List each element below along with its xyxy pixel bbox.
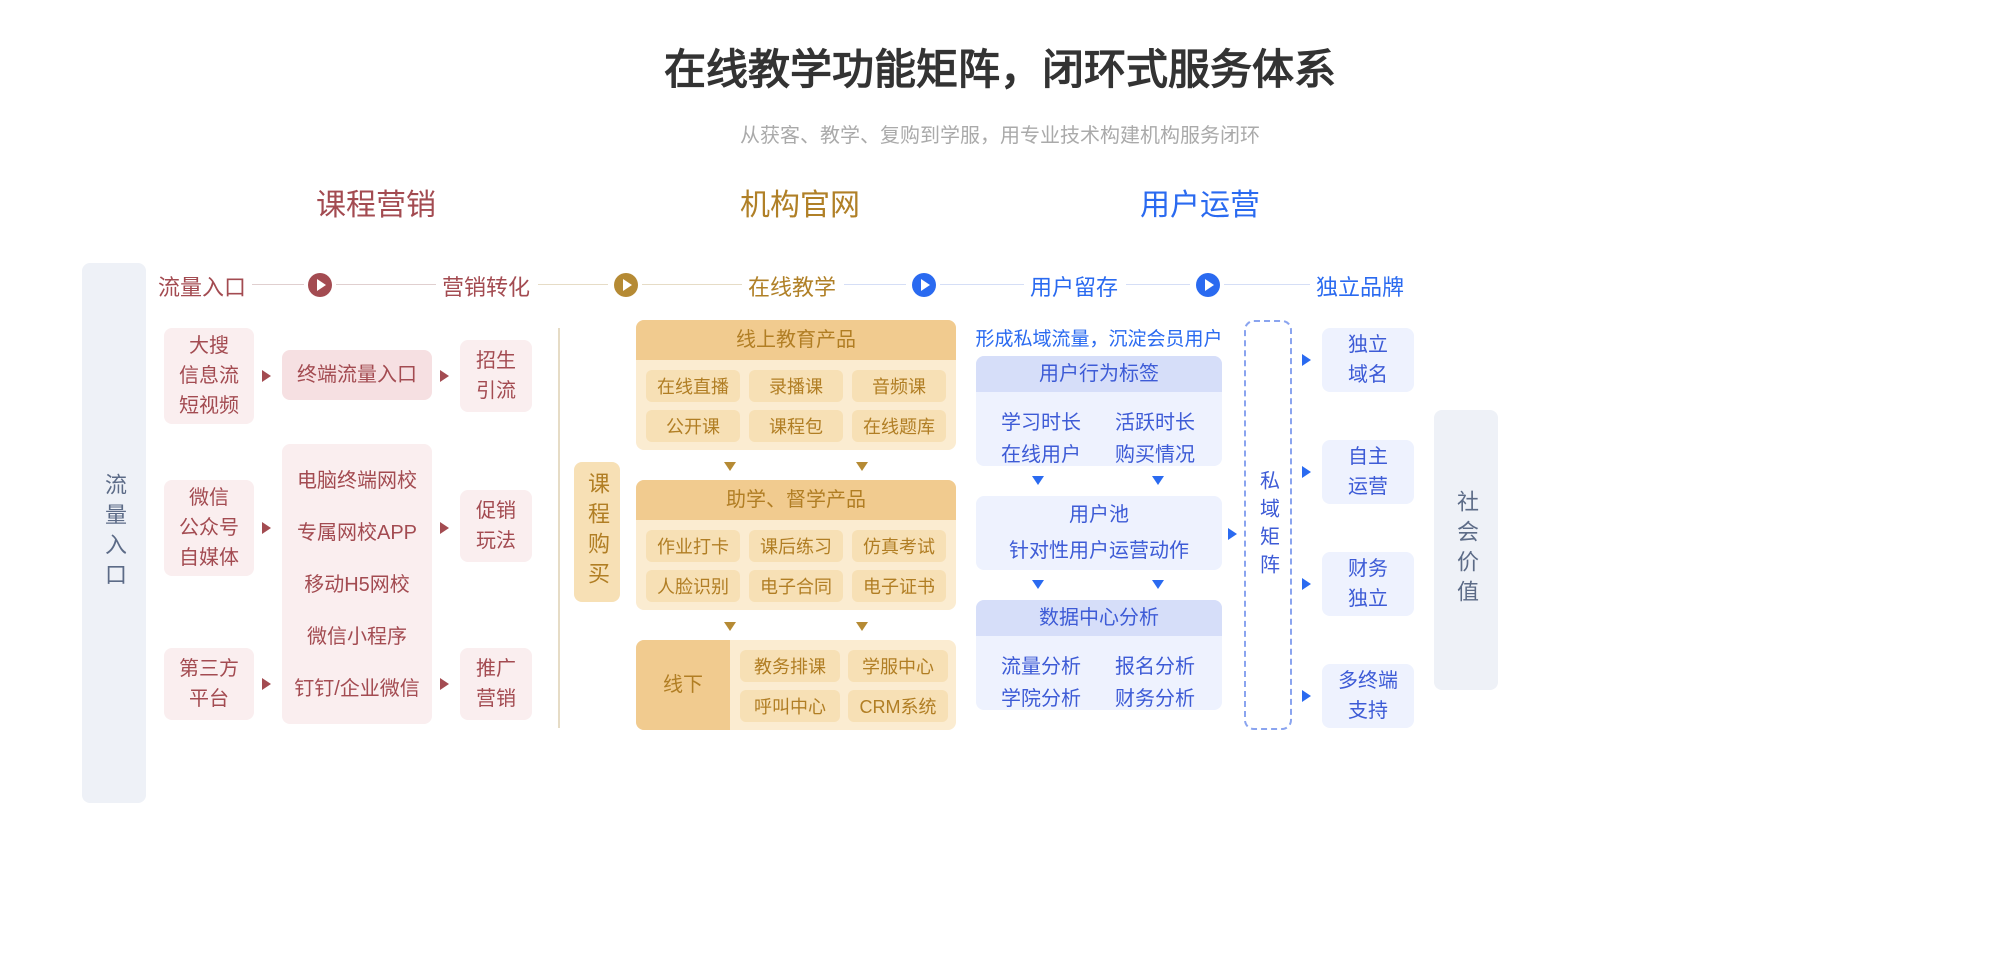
chev-2b <box>440 522 449 534</box>
play-icon-3 <box>912 273 936 297</box>
play-icon-1 <box>308 273 332 297</box>
brand-self: 自主 运营 <box>1322 440 1414 504</box>
chev-1b <box>262 522 271 534</box>
chevd-o2b <box>1152 580 1164 589</box>
chip-bank: 在线题库 <box>852 410 946 442</box>
ops-hdr1: 用户行为标签 <box>976 356 1222 392</box>
hr-2 <box>336 284 436 285</box>
chip-live: 在线直播 <box>646 370 740 402</box>
subheader-row: 流量入口 营销转化 在线教学 用户留存 独立品牌 <box>0 270 2000 310</box>
box-enroll: 招生 引流 <box>460 340 532 412</box>
chip-crm: CRM系统 <box>848 690 948 722</box>
priv-bar-label: 私域矩阵 <box>1244 456 1292 596</box>
chip-exam: 仿真考试 <box>852 530 946 562</box>
sub-retain: 用户留存 <box>1030 270 1118 302</box>
left-sidebar: 流量入口 <box>82 263 146 803</box>
sub-convert: 营销转化 <box>442 270 530 302</box>
play-icon-2 <box>614 273 638 297</box>
teach-hdr3: 线下 <box>636 640 730 730</box>
left-sidebar-label: 流量入口 <box>98 473 130 593</box>
cat-official-site: 机构官网 <box>700 180 900 224</box>
hr-6 <box>940 284 1024 285</box>
m-online: 在线用户 <box>986 434 1096 471</box>
lbl-miniprog: 微信小程序 <box>282 620 432 649</box>
chev-ops-out <box>1228 528 1237 540</box>
teach-hdr1: 线上教育产品 <box>636 320 956 360</box>
box-wechat: 微信 公众号 自媒体 <box>164 480 254 576</box>
box-spread: 推广 营销 <box>460 648 532 720</box>
a-finance: 财务分析 <box>1100 678 1210 715</box>
page-title: 在线教学功能矩阵，闭环式服务体系 <box>0 0 2000 97</box>
hr-5 <box>844 284 906 285</box>
hr-1 <box>252 284 304 285</box>
sub-brand: 独立品牌 <box>1316 270 1404 302</box>
chevd-o1a <box>1032 476 1044 485</box>
chip-record: 录播课 <box>749 370 843 402</box>
chev-2a <box>440 370 449 382</box>
mid-bar: 课程购买 <box>574 462 620 602</box>
sub-teach: 在线教学 <box>748 270 836 302</box>
ops-hdr2: 数据中心分析 <box>976 600 1222 636</box>
ops-tagline: 形成私域流量，沉淀会员用户 <box>968 324 1230 351</box>
box-promo: 促销 玩法 <box>460 490 532 562</box>
chev-1a <box>262 370 271 382</box>
sub-traffic: 流量入口 <box>158 270 246 302</box>
right-sidebar: 社会价值 <box>1434 410 1498 690</box>
box-terminal-entry: 终端流量入口 <box>282 350 432 400</box>
hr-3 <box>538 284 608 285</box>
lbl-h5: 移动H5网校 <box>282 568 432 597</box>
ops-pool: 用户池 针对性用户运营动作 <box>976 496 1222 570</box>
chevd-t2b <box>856 622 868 631</box>
brand-domain: 独立 域名 <box>1322 328 1414 392</box>
divider-brown <box>558 328 560 728</box>
chip-contract: 电子合同 <box>749 570 843 602</box>
box-3rdparty: 第三方 平台 <box>164 648 254 720</box>
chevd-t1b <box>856 462 868 471</box>
box-dasou: 大搜 信息流 短视频 <box>164 328 254 424</box>
hr-8 <box>1224 284 1310 285</box>
chip-call: 呼叫中心 <box>740 690 840 722</box>
hr-4 <box>642 284 742 285</box>
chip-pack: 课程包 <box>749 410 843 442</box>
lbl-app: 专属网校APP <box>282 516 432 545</box>
a-college: 学院分析 <box>986 678 1096 715</box>
m-buy: 购买情况 <box>1100 434 1210 471</box>
ops-pool-l2: 针对性用户运营动作 <box>1009 536 1189 566</box>
chevd-o2a <box>1032 580 1044 589</box>
chip-cert: 电子证书 <box>852 570 946 602</box>
chev-b2 <box>1302 466 1311 478</box>
chip-prac: 课后练习 <box>749 530 843 562</box>
chip-audio: 音频课 <box>852 370 946 402</box>
chev-1c <box>262 678 271 690</box>
chip-svc: 学服中心 <box>848 650 948 682</box>
chip-sched: 教务排课 <box>740 650 840 682</box>
chev-b3 <box>1302 578 1311 590</box>
teach-hdr2: 助学、督学产品 <box>636 480 956 520</box>
chev-2c <box>440 678 449 690</box>
brand-multi: 多终端 支持 <box>1322 664 1414 728</box>
chevd-t2a <box>724 622 736 631</box>
chev-b4 <box>1302 690 1311 702</box>
chevd-t1a <box>724 462 736 471</box>
lbl-pc: 电脑终端网校 <box>282 464 432 493</box>
brand-fin: 财务 独立 <box>1322 552 1414 616</box>
cat-marketing: 课程营销 <box>276 180 476 224</box>
play-icon-4 <box>1196 273 1220 297</box>
hr-7 <box>1126 284 1190 285</box>
lbl-dingtalk: 钉钉/企业微信 <box>282 672 432 701</box>
page-subtitle: 从获客、教学、复购到学服，用专业技术构建机构服务闭环 <box>0 119 2000 148</box>
chip-face: 人脸识别 <box>646 570 740 602</box>
ops-pool-l1: 用户池 <box>1069 500 1129 530</box>
chev-b1 <box>1302 354 1311 366</box>
chip-hw: 作业打卡 <box>646 530 740 562</box>
chip-open: 公开课 <box>646 410 740 442</box>
chevd-o1b <box>1152 476 1164 485</box>
right-sidebar-label: 社会价值 <box>1450 490 1482 610</box>
cat-user-ops: 用户运营 <box>1100 180 1300 224</box>
mid-bar-label: 课程购买 <box>581 472 613 592</box>
